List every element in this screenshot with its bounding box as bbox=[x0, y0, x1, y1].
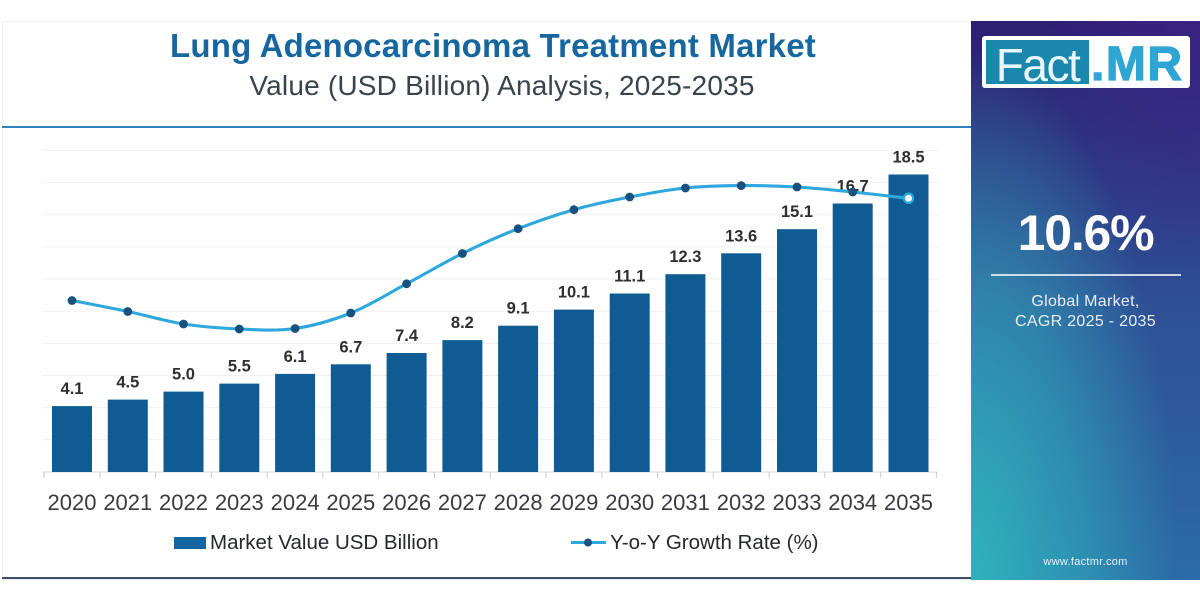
svg-text:2022: 2022 bbox=[159, 490, 208, 515]
svg-text:6.7: 6.7 bbox=[339, 338, 362, 356]
svg-text:2032: 2032 bbox=[717, 490, 766, 515]
svg-text:Y-o-Y Growth Rate (%): Y-o-Y Growth Rate (%) bbox=[610, 531, 819, 554]
svg-text:2020: 2020 bbox=[48, 490, 97, 515]
svg-text:2024: 2024 bbox=[271, 490, 320, 515]
svg-text:Market Value USD Billion: Market Value USD Billion bbox=[210, 531, 439, 554]
svg-text:13.6: 13.6 bbox=[725, 227, 757, 245]
svg-text:4.5: 4.5 bbox=[116, 374, 139, 392]
svg-text:11.1: 11.1 bbox=[614, 268, 645, 286]
svg-text:2035: 2035 bbox=[884, 490, 933, 515]
svg-text:2030: 2030 bbox=[605, 490, 654, 515]
svg-text:18.5: 18.5 bbox=[892, 149, 924, 167]
svg-text:9.1: 9.1 bbox=[507, 300, 530, 318]
svg-text:6.1: 6.1 bbox=[284, 348, 307, 366]
svg-text:2029: 2029 bbox=[549, 490, 598, 515]
svg-text:2027: 2027 bbox=[438, 490, 487, 515]
svg-text:5.0: 5.0 bbox=[172, 366, 195, 384]
svg-text:2033: 2033 bbox=[773, 490, 822, 515]
svg-text:5.5: 5.5 bbox=[228, 358, 251, 376]
svg-text:2021: 2021 bbox=[103, 490, 152, 515]
svg-text:2026: 2026 bbox=[382, 490, 431, 515]
svg-text:2028: 2028 bbox=[494, 490, 543, 515]
svg-text:12.3: 12.3 bbox=[669, 248, 701, 266]
svg-text:2023: 2023 bbox=[215, 490, 264, 515]
svg-text:4.1: 4.1 bbox=[61, 380, 84, 398]
svg-text:15.1: 15.1 bbox=[781, 203, 813, 221]
svg-text:10.1: 10.1 bbox=[558, 284, 590, 302]
svg-text:2025: 2025 bbox=[326, 490, 375, 515]
svg-text:7.4: 7.4 bbox=[395, 327, 419, 345]
svg-text:2034: 2034 bbox=[828, 490, 877, 515]
svg-text:8.2: 8.2 bbox=[451, 314, 474, 332]
svg-text:2031: 2031 bbox=[661, 490, 710, 515]
